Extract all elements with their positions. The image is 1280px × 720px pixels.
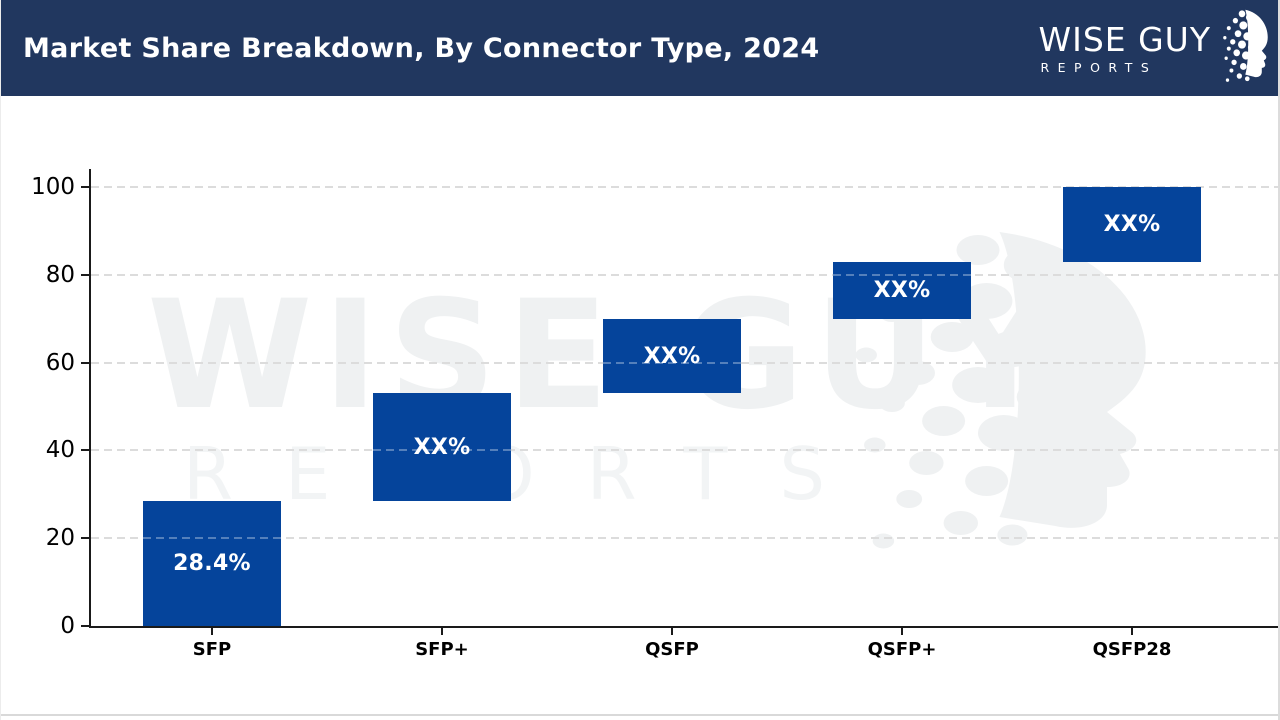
bar-QSFP: XX% [603, 318, 741, 394]
y-tick-mark-40 [81, 449, 89, 452]
chart-title: Market Share Breakdown, By Connector Typ… [23, 32, 820, 64]
bar-value-label: 28.4% [173, 551, 251, 577]
y-tick-label-0: 0 [60, 613, 75, 639]
logo-wordmark: WISE GUY [1038, 20, 1211, 59]
x-tick-label-SFP: SFP [192, 639, 232, 660]
gridline-over-bar [373, 449, 511, 452]
x-tick-label-SFP+: SFP+ [415, 639, 469, 660]
x-tick-mark-SFP [211, 628, 213, 635]
wise-guy-logo: WISE GUY REPORTS [1025, 0, 1275, 96]
bar-value-label: XX% [873, 277, 931, 303]
bar-value-label: XX% [413, 434, 471, 460]
bar-SFP+: XX% [373, 393, 511, 502]
y-tick-mark-100 [81, 186, 89, 188]
dotted-head-logo-icon [1209, 7, 1275, 89]
x-tick-label-QSFP: QSFP [645, 639, 699, 660]
bar-QSFP+: XX% [833, 261, 971, 319]
gridline-over-bar [833, 273, 971, 276]
gridline-y-40 [91, 449, 1278, 452]
y-tick-label-100: 100 [31, 174, 75, 200]
bar-value-label: XX% [1103, 211, 1161, 237]
bar-SFP: 28.4% [143, 501, 281, 626]
y-tick-mark-80 [81, 273, 89, 276]
y-tick-mark-0 [81, 625, 89, 627]
y-tick-mark-60 [81, 361, 89, 364]
gridline-y-80 [91, 273, 1278, 276]
x-tick-mark-QSFP28 [1131, 628, 1133, 635]
bar-value-label: XX% [643, 343, 701, 369]
y-tick-label-60: 60 [45, 349, 75, 376]
x-tick-mark-QSFP+ [901, 628, 903, 635]
gridline-y-100 [91, 186, 1278, 188]
gridline-over-bar [143, 537, 281, 540]
gridline-y-20 [91, 537, 1278, 540]
bar-QSFP28: XX% [1063, 187, 1201, 262]
y-tick-label-80: 80 [45, 261, 75, 288]
x-tick-mark-SFP+ [441, 628, 443, 635]
x-tick-label-QSFP28: QSFP28 [1092, 639, 1172, 660]
y-tick-label-40: 40 [45, 437, 75, 464]
gridline-over-bar [603, 361, 741, 364]
logo-text: WISE GUY REPORTS [1038, 23, 1211, 75]
header-bar: Market Share Breakdown, By Connector Typ… [1, 0, 1278, 96]
logo-subtext: REPORTS [1040, 60, 1158, 75]
x-tick-mark-QSFP [671, 628, 673, 635]
x-axis-spine [89, 626, 1278, 628]
y-tick-mark-20 [81, 537, 89, 540]
y-tick-label-20: 20 [45, 525, 75, 552]
y-axis-spine [89, 169, 91, 628]
footer-hairline [1, 714, 1278, 716]
x-tick-label-QSFP+: QSFP+ [867, 639, 937, 660]
